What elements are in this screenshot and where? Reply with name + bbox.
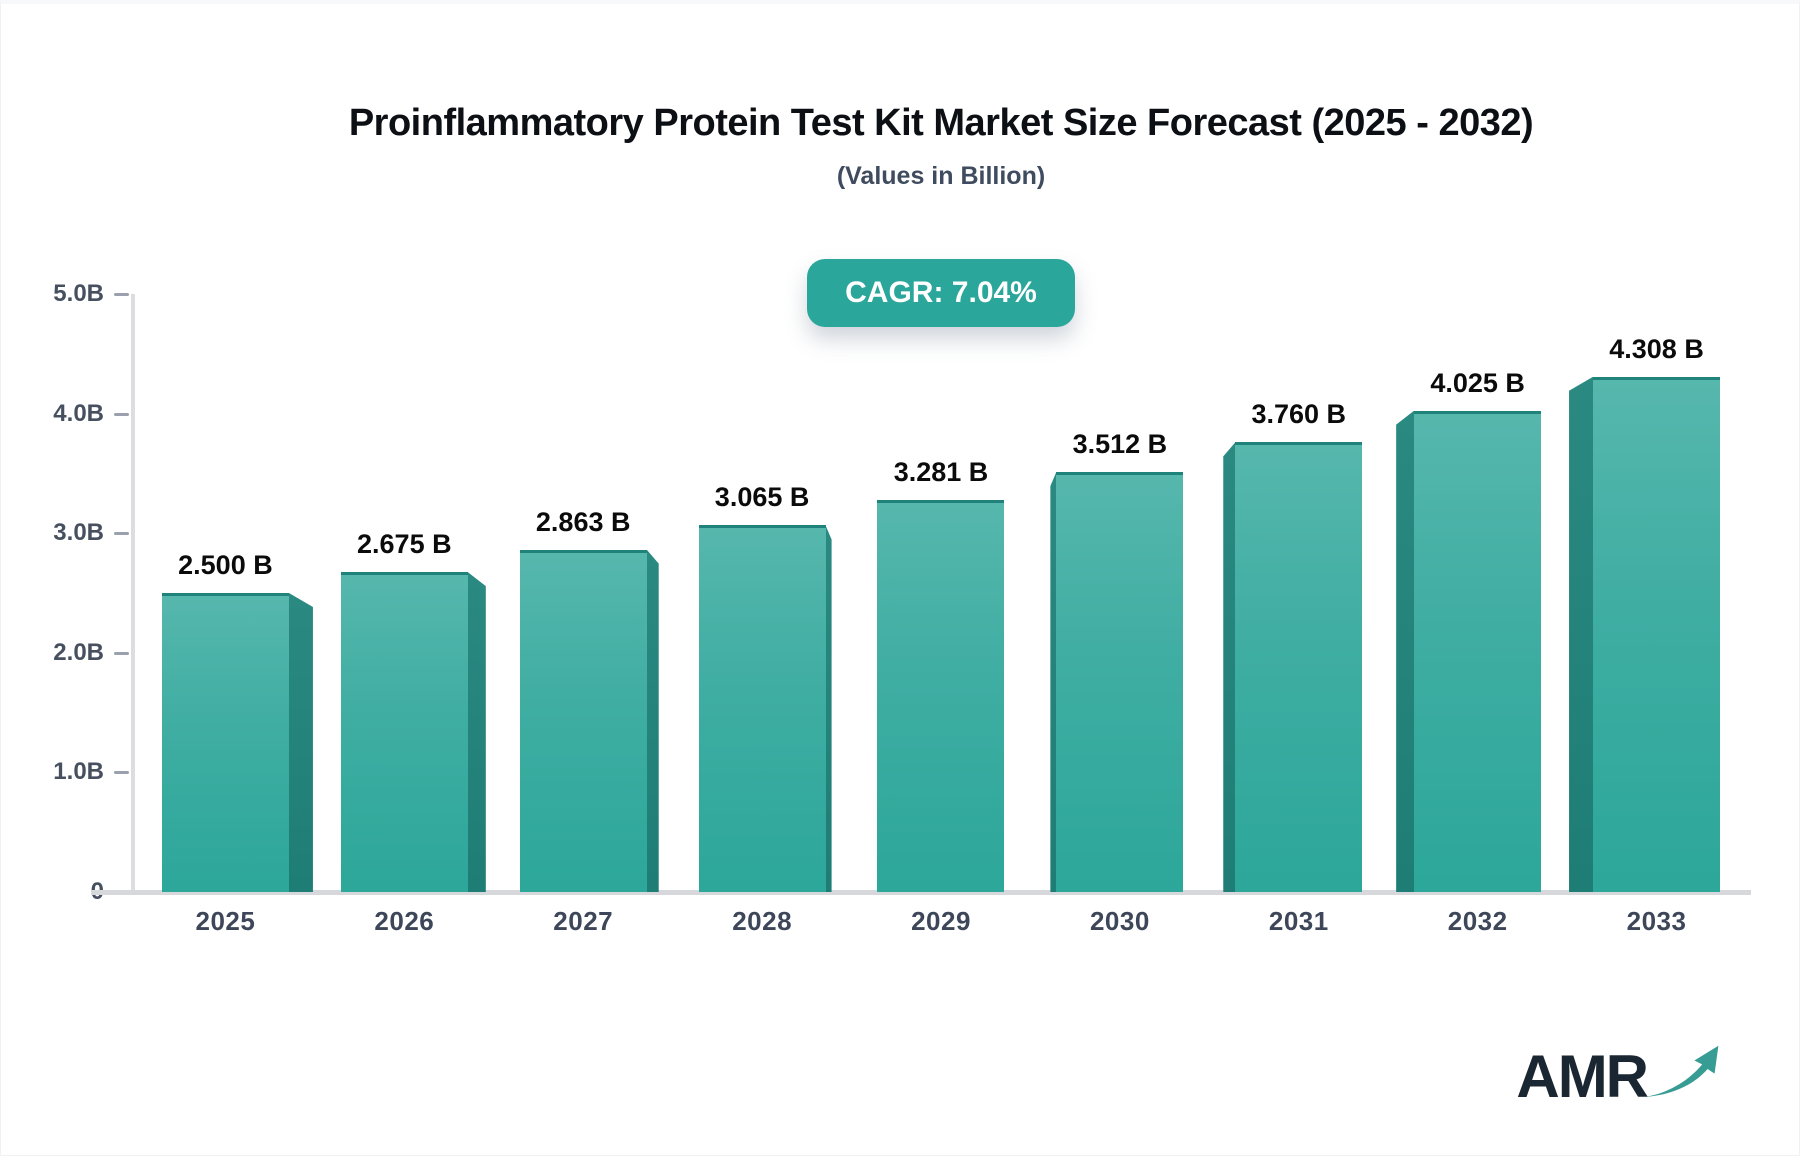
plot-area: 2.500 B 2.675 B 2.863 B 3.065 B 3.281 B 3.512… (91, 294, 1751, 895)
bar-value-label: 3.512 B (1072, 428, 1168, 459)
bar-value-label: 2.675 B (357, 529, 452, 560)
bar-side-face (1223, 442, 1236, 892)
bar-2028[interactable] (698, 525, 826, 892)
bar-2031[interactable] (1235, 442, 1363, 892)
bar-2027[interactable] (519, 549, 647, 892)
y-tick-mark (114, 771, 129, 775)
chart-subtitle: (Values in Billion) (836, 162, 1046, 190)
cagr-badge: CAGR: 7.04% (807, 259, 1075, 327)
bar-value-label: 3.760 B (1251, 399, 1347, 430)
bar-value-label: 3.281 B (893, 456, 989, 487)
y-tick-mark (114, 293, 129, 296)
y-tick-label: 1.0B (53, 758, 104, 786)
bar-group-2031: 3.760 B (1209, 294, 1388, 892)
y-tick-label: 2.0B (53, 638, 104, 666)
y-tick-label: 3.0B (53, 519, 104, 547)
x-axis-label-2025: 2025 (195, 906, 256, 936)
bar-value-label: 4.025 B (1430, 367, 1525, 398)
x-axis-label-2031: 2031 (1268, 906, 1329, 936)
bar-group-2029: 3.281 B (852, 294, 1031, 892)
bar-value-label: 4.308 B (1609, 333, 1704, 364)
amr-logo: AMR (1516, 1038, 1721, 1107)
bar-group-2025: 2.500 B (136, 294, 315, 892)
x-axis-label-2033: 2033 (1626, 906, 1687, 936)
bar-2025[interactable] (161, 593, 289, 892)
x-axis-label-2027: 2027 (553, 906, 614, 936)
bar-side-face (288, 593, 313, 892)
y-tick-mark (114, 412, 129, 416)
bar-side-face (1050, 471, 1057, 892)
bar-side-face (1569, 376, 1594, 892)
x-axis-label-2029: 2029 (911, 906, 971, 936)
x-axis-label-2028: 2028 (732, 906, 793, 936)
bar-2033[interactable] (1593, 376, 1721, 892)
bar-value-label: 3.065 B (714, 482, 810, 513)
bar-group-2027: 2.863 B (494, 294, 673, 892)
bar-side-face (825, 525, 832, 892)
x-axis-line (91, 890, 1751, 895)
y-tick-mark (114, 532, 129, 536)
x-axis-label-2030: 2030 (1089, 906, 1150, 936)
bar-group-2028: 3.065 B (673, 294, 852, 892)
y-axis-line (131, 294, 135, 892)
chart-title: Proinflammatory Protein Test Kit Market … (348, 102, 1534, 144)
bar-side-face (646, 549, 659, 892)
bar-2029[interactable] (877, 499, 1005, 892)
bar-value-label: 2.500 B (178, 550, 273, 580)
bar-2032[interactable] (1414, 410, 1542, 892)
x-axis-label-2032: 2032 (1447, 906, 1508, 936)
bar-side-face (467, 572, 486, 892)
y-tick-mark (114, 651, 129, 655)
bar-group-2026: 2.675 B (315, 294, 494, 892)
bar-group-2030: 3.512 B (1030, 294, 1209, 892)
bar-2026[interactable] (340, 572, 468, 892)
bar-value-label: 2.863 B (535, 506, 631, 537)
bar-group-2033: 4.308 B (1567, 294, 1746, 892)
x-axis-label-2026: 2026 (374, 906, 435, 936)
bar-2030[interactable] (1056, 471, 1184, 892)
bar-group-2032: 4.025 B (1388, 294, 1567, 892)
y-tick-label: 4.0B (53, 399, 104, 427)
growth-arrow-icon (1643, 1038, 1721, 1105)
amr-logo-text: AMR (1516, 1043, 1649, 1110)
y-tick-label: 5.0B (53, 280, 104, 307)
cagr-badge-wrap: CAGR: 7.04% (136, 259, 1746, 327)
x-axis: 2025 2026 2027 2028 2029 2030 2031 2032 2033 (136, 906, 1746, 937)
bar-side-face (1396, 410, 1415, 892)
